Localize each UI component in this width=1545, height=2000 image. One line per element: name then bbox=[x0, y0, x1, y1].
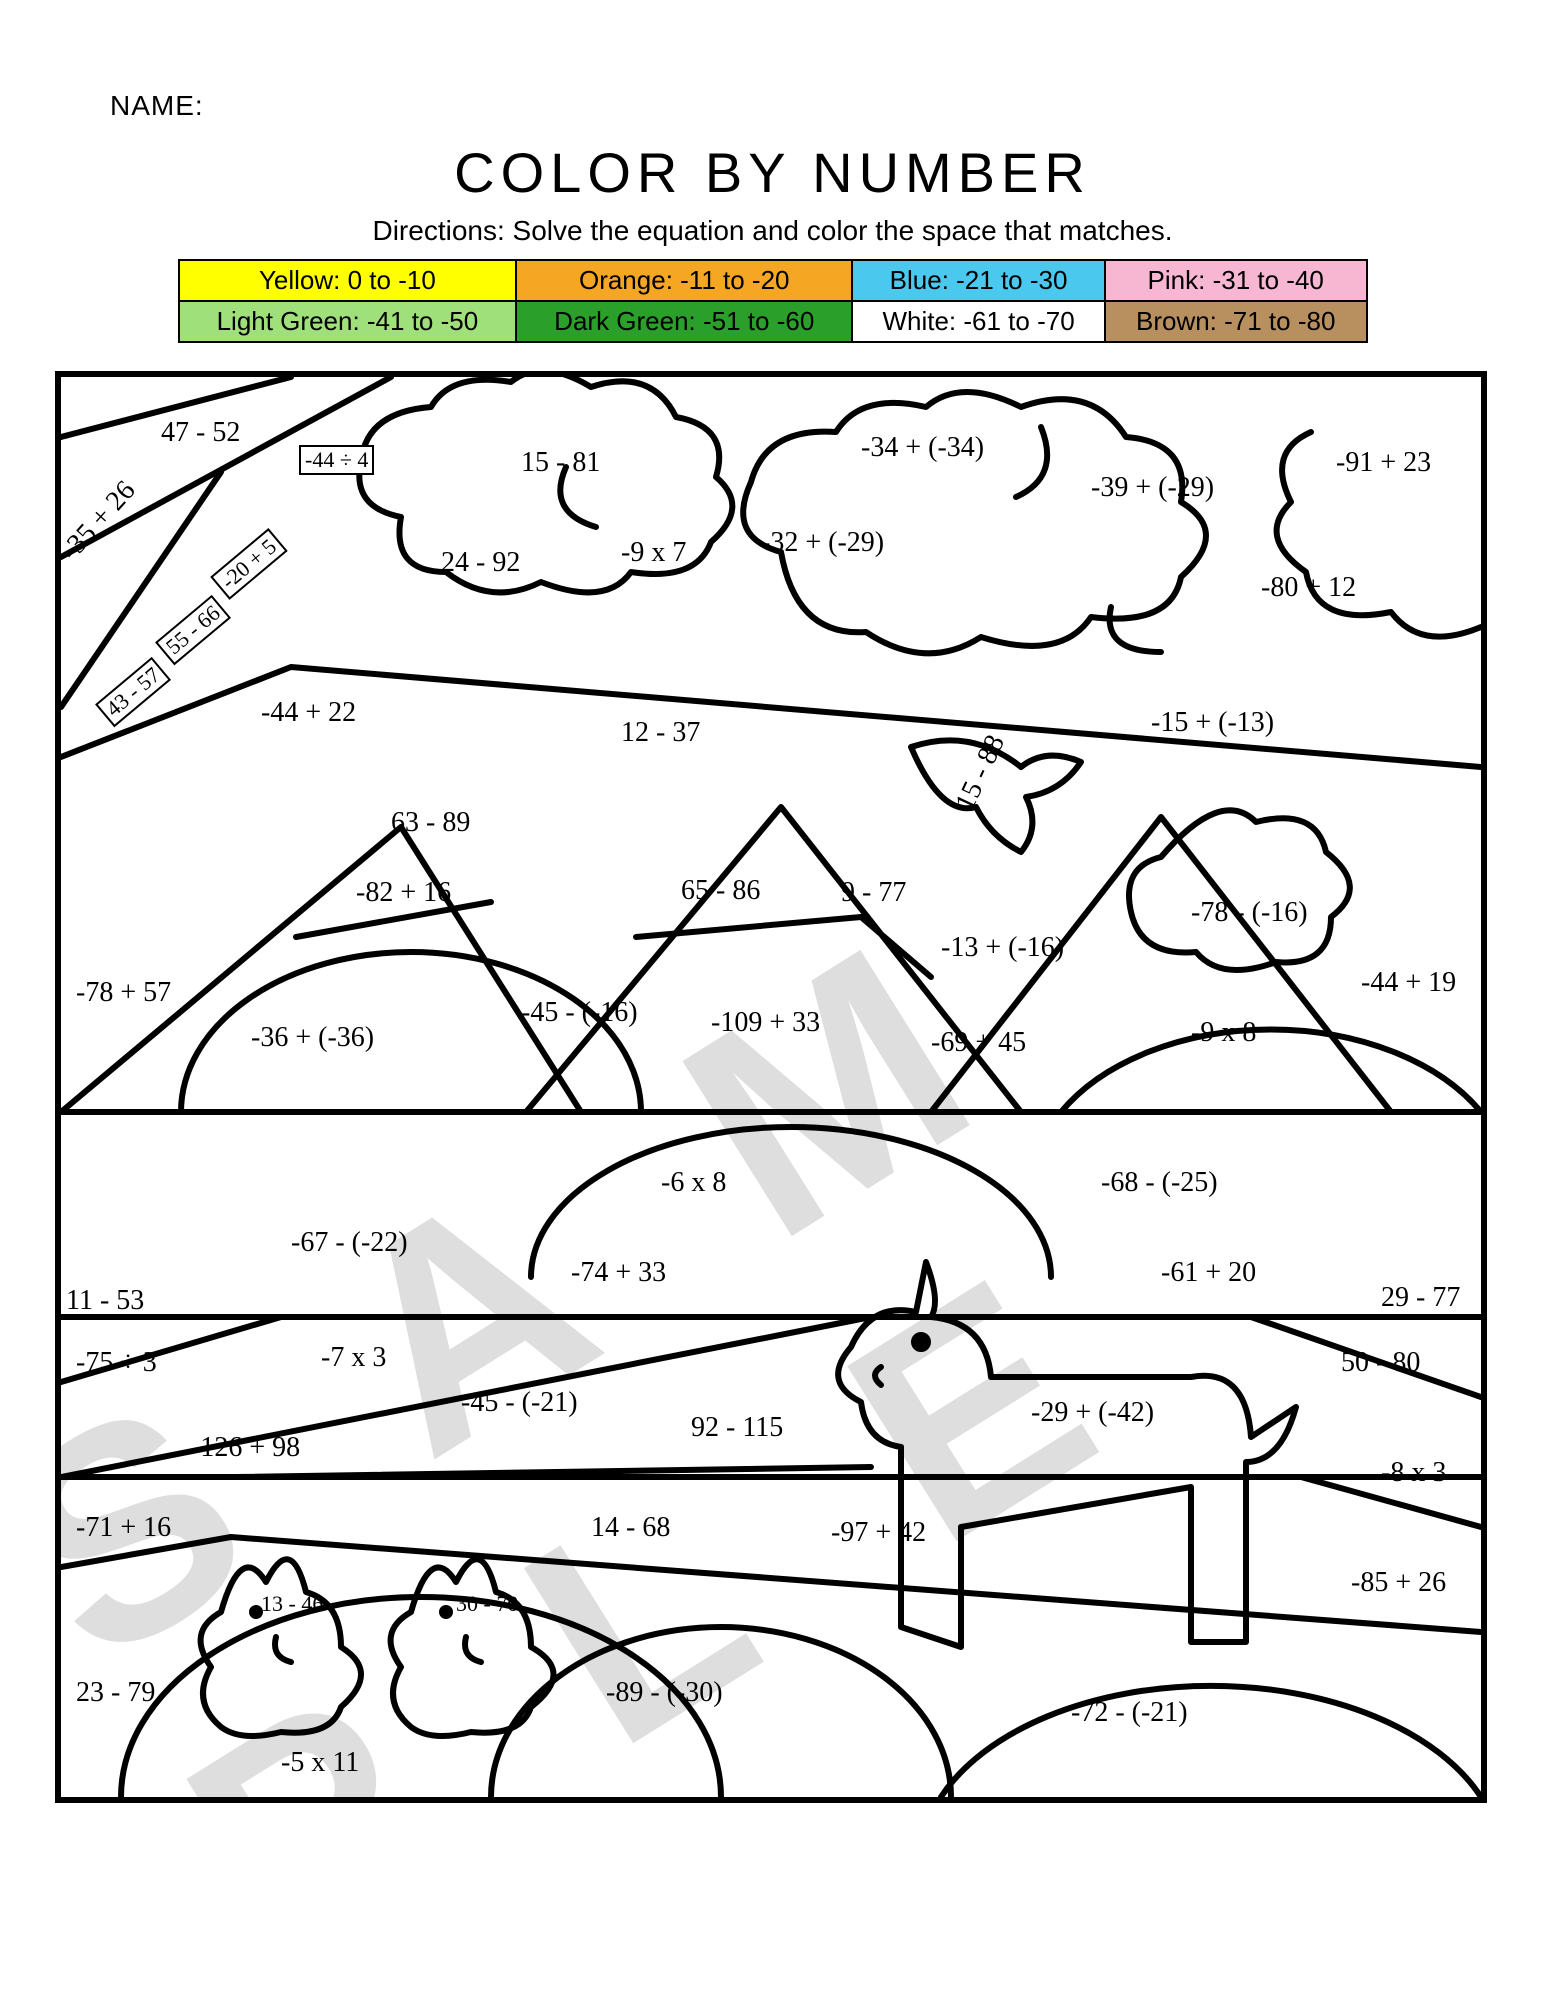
equation-label: 50 - 80 bbox=[1341, 1347, 1420, 1379]
equation-label: 11 - 53 bbox=[66, 1285, 144, 1317]
worksheet-page: NAME: COLOR BY NUMBER Directions: Solve … bbox=[0, 0, 1545, 1858]
equation-label: -71 + 16 bbox=[76, 1512, 171, 1544]
equation-label: -44 + 19 bbox=[1361, 967, 1456, 999]
equation-label: -44 + 22 bbox=[261, 697, 356, 729]
equation-label: -44 ÷ 4 bbox=[299, 445, 374, 475]
equation-label: 14 - 68 bbox=[591, 1512, 670, 1544]
equation-label: -29 + (-42) bbox=[1031, 1397, 1154, 1429]
legend-row: Light Green: -41 to -50 Dark Green: -51 … bbox=[179, 301, 1367, 342]
drawing-wrap: S A M P L E 47 - 52-44 ÷ 4-35 + 26-20 + … bbox=[0, 371, 1545, 1858]
equation-label: -78 - (-16) bbox=[1191, 897, 1308, 929]
equation-label: -67 - (-22) bbox=[291, 1227, 408, 1259]
equation-label: -69 + 45 bbox=[931, 1027, 1026, 1059]
name-label: NAME: bbox=[110, 90, 1435, 122]
equation-label: -80 + 12 bbox=[1261, 572, 1356, 604]
equation-label: -74 + 33 bbox=[571, 1257, 666, 1289]
equation-label: -109 + 33 bbox=[711, 1007, 820, 1039]
equation-label: -126 + 98 bbox=[191, 1432, 300, 1464]
equation-label: 13 - 46 bbox=[261, 1591, 323, 1617]
equation-label: 92 - 115 bbox=[691, 1412, 783, 1444]
equation-label: -8 x 3 bbox=[1381, 1457, 1446, 1489]
equation-label: 15 - 81 bbox=[521, 447, 600, 479]
legend-cell-blue: Blue: -21 to -30 bbox=[852, 260, 1105, 301]
legend-cell-darkgreen: Dark Green: -51 to -60 bbox=[516, 301, 852, 342]
equation-label: 9 - 77 bbox=[841, 877, 906, 909]
equation-label: -68 - (-25) bbox=[1101, 1167, 1218, 1199]
equation-label: -9 x 7 bbox=[621, 537, 686, 569]
equation-label: 23 - 79 bbox=[76, 1677, 155, 1709]
equation-label: -82 + 16 bbox=[356, 877, 451, 909]
coloring-drawing: S A M P L E 47 - 52-44 ÷ 4-35 + 26-20 + … bbox=[55, 371, 1487, 1803]
legend-cell-lightgreen: Light Green: -41 to -50 bbox=[179, 301, 517, 342]
equation-label: -91 + 23 bbox=[1336, 447, 1431, 479]
header: NAME: COLOR BY NUMBER Directions: Solve … bbox=[0, 0, 1545, 371]
equation-label: -61 + 20 bbox=[1161, 1257, 1256, 1289]
equation-label: -13 + (-16) bbox=[941, 932, 1064, 964]
equation-label: -15 + (-13) bbox=[1151, 707, 1274, 739]
equation-label: -7 x 3 bbox=[321, 1342, 386, 1374]
equation-label: -78 + 57 bbox=[76, 977, 171, 1009]
equation-label: -9 x 8 bbox=[1191, 1017, 1256, 1049]
equation-label: 29 - 77 bbox=[1381, 1282, 1460, 1314]
legend-cell-yellow: Yellow: 0 to -10 bbox=[179, 260, 517, 301]
equation-label: -5 x 11 bbox=[281, 1747, 359, 1779]
equation-label: 12 - 37 bbox=[621, 717, 700, 749]
equation-label: -97 + 42 bbox=[831, 1517, 926, 1549]
equation-label: 63 - 89 bbox=[391, 807, 470, 839]
equation-label: -32 + (-29) bbox=[761, 527, 884, 559]
equation-label: 65 - 86 bbox=[681, 875, 760, 907]
equation-label: 47 - 52 bbox=[161, 417, 240, 449]
equation-label: -6 x 8 bbox=[661, 1167, 726, 1199]
color-legend-table: Yellow: 0 to -10 Orange: -11 to -20 Blue… bbox=[178, 259, 1368, 343]
equation-label: 30 - 70 bbox=[456, 1591, 518, 1617]
equation-label: -72 - (-21) bbox=[1071, 1697, 1188, 1729]
equation-label: -45 - (-21) bbox=[461, 1387, 578, 1419]
equation-label: -45 - (-16) bbox=[521, 997, 638, 1029]
equation-label: -89 - (-30) bbox=[606, 1677, 723, 1709]
equation-label: -36 + (-36) bbox=[251, 1022, 374, 1054]
equation-label: -85 + 26 bbox=[1351, 1567, 1446, 1599]
equation-label: -75 ÷ 3 bbox=[76, 1347, 157, 1379]
legend-cell-orange: Orange: -11 to -20 bbox=[516, 260, 852, 301]
legend-cell-pink: Pink: -31 to -40 bbox=[1105, 260, 1367, 301]
equation-label: -34 + (-34) bbox=[861, 432, 984, 464]
equation-label: 24 - 92 bbox=[441, 547, 520, 579]
page-title: COLOR BY NUMBER bbox=[110, 140, 1435, 205]
legend-cell-white: White: -61 to -70 bbox=[852, 301, 1105, 342]
directions-text: Directions: Solve the equation and color… bbox=[110, 215, 1435, 247]
legend-row: Yellow: 0 to -10 Orange: -11 to -20 Blue… bbox=[179, 260, 1367, 301]
equation-label: -39 + (-29) bbox=[1091, 472, 1214, 504]
legend-cell-brown: Brown: -71 to -80 bbox=[1105, 301, 1367, 342]
